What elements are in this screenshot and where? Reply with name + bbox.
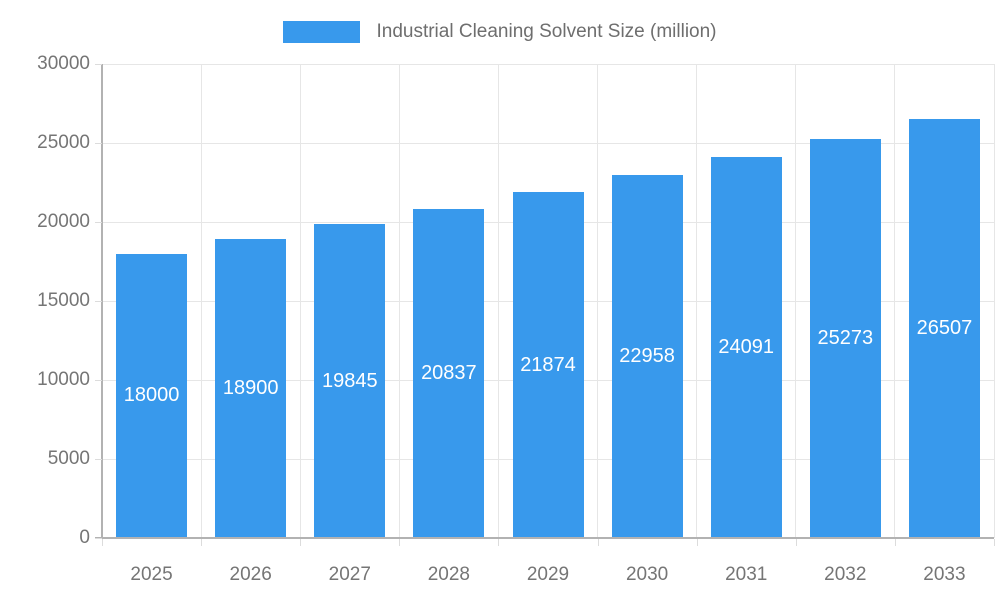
x-tick-label: 2026 bbox=[229, 564, 272, 585]
tick-mark bbox=[95, 380, 102, 381]
gridline-h bbox=[102, 142, 994, 144]
x-tick-label: 2029 bbox=[526, 564, 570, 585]
bar: 26507 bbox=[908, 119, 980, 538]
x-tick-label: 2033 bbox=[923, 564, 966, 585]
tick-mark bbox=[399, 539, 401, 546]
y-tick-label: 30000 bbox=[37, 53, 90, 74]
gridline-v bbox=[993, 64, 995, 538]
tick-mark bbox=[95, 64, 102, 65]
tick-mark bbox=[597, 539, 599, 546]
tick-mark bbox=[102, 539, 103, 546]
legend-label: Industrial Cleaning Solvent Size (millio… bbox=[376, 21, 717, 42]
bar: 19845 bbox=[314, 224, 386, 538]
x-tick-label: 2025 bbox=[130, 564, 173, 585]
gridline-v bbox=[497, 64, 499, 538]
x-tick-label: 2028 bbox=[427, 564, 471, 585]
gridline-v bbox=[696, 64, 698, 538]
y-tick-label: 20000 bbox=[37, 211, 90, 232]
bar-value-label: 22958 bbox=[619, 345, 675, 368]
y-tick-label: 10000 bbox=[37, 369, 90, 390]
y-tick-label: 5000 bbox=[47, 448, 90, 469]
x-axis-line bbox=[95, 537, 994, 539]
legend: Industrial Cleaning Solvent Size (millio… bbox=[0, 18, 1000, 46]
gridline-v bbox=[597, 64, 599, 538]
bar: 20837 bbox=[413, 208, 485, 538]
bar: 24091 bbox=[710, 157, 782, 538]
gridline-v bbox=[894, 64, 896, 538]
bar-value-label: 25273 bbox=[817, 326, 874, 349]
x-tick-label: 2030 bbox=[625, 564, 669, 585]
y-axis-line bbox=[101, 64, 103, 539]
bar-value-label: 18000 bbox=[123, 384, 180, 407]
gridline-v bbox=[299, 64, 301, 538]
gridline-v bbox=[398, 64, 400, 538]
bar: 18900 bbox=[215, 239, 287, 538]
x-tick-label: 2031 bbox=[725, 564, 768, 585]
y-tick-label: 15000 bbox=[37, 290, 90, 311]
bar: 18000 bbox=[116, 253, 188, 538]
tick-mark bbox=[795, 539, 797, 546]
gridline-v bbox=[795, 64, 797, 538]
tick-mark bbox=[95, 459, 102, 460]
gridline-v bbox=[200, 64, 202, 538]
tick-mark bbox=[994, 539, 995, 546]
tick-mark bbox=[95, 301, 102, 302]
tick-mark bbox=[95, 222, 102, 223]
gridline-h bbox=[102, 63, 994, 65]
legend-swatch bbox=[283, 21, 361, 43]
bar-value-label: 18900 bbox=[222, 377, 279, 400]
bar: 25273 bbox=[809, 138, 881, 538]
plot-area: 18000 18900 19845 20837 21874 22958 24091 25273… bbox=[102, 63, 995, 538]
bar-value-label: 20837 bbox=[421, 361, 477, 384]
bar-value-label: 21874 bbox=[520, 353, 576, 376]
bar: 22958 bbox=[611, 175, 683, 538]
tick-mark bbox=[95, 143, 102, 144]
x-tick-label: 2027 bbox=[328, 564, 371, 585]
tick-mark bbox=[894, 539, 896, 546]
tick-mark bbox=[498, 539, 500, 546]
bar: 21874 bbox=[512, 192, 584, 538]
tick-mark bbox=[300, 539, 302, 546]
x-tick-label: 2032 bbox=[824, 564, 867, 585]
tick-mark bbox=[696, 539, 698, 546]
tick-mark bbox=[201, 539, 203, 546]
y-tick-label: 25000 bbox=[37, 132, 90, 153]
y-tick-label: 0 bbox=[79, 527, 90, 548]
bar-value-label: 19845 bbox=[321, 369, 378, 392]
bar-value-label: 24091 bbox=[718, 336, 775, 359]
tick-mark bbox=[95, 538, 102, 539]
bar-value-label: 26507 bbox=[916, 317, 973, 340]
